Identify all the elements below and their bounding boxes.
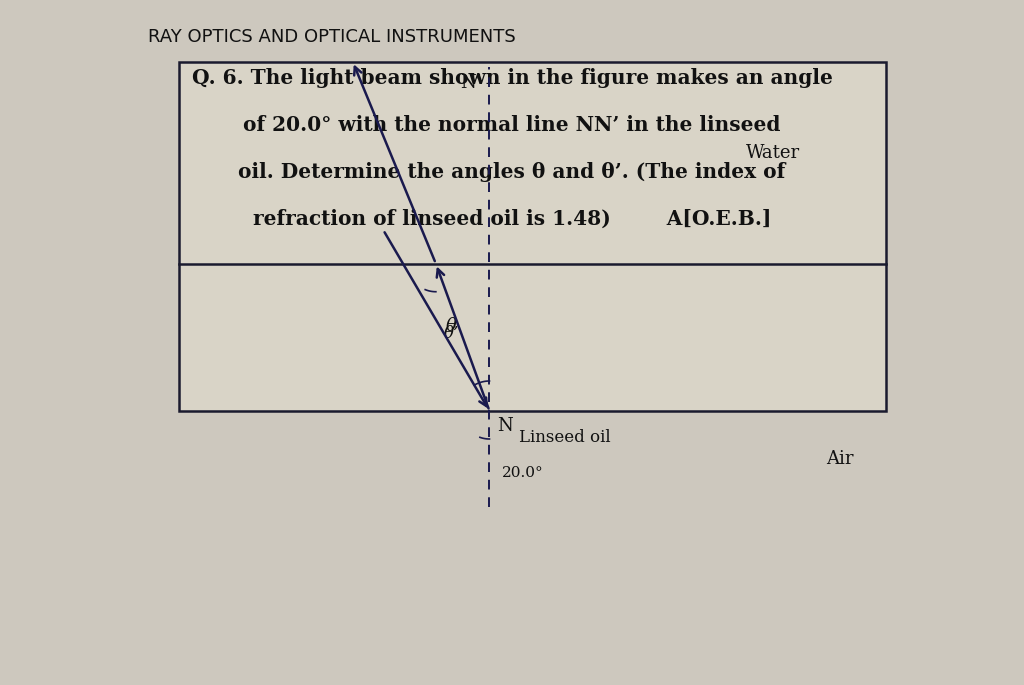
Bar <box>179 62 886 411</box>
Text: Q. 6. The light beam shown in the figure makes an angle: Q. 6. The light beam shown in the figure… <box>191 68 833 88</box>
Text: oil. Determine the angles θ and θ’. (The index of: oil. Determine the angles θ and θ’. (The… <box>239 162 785 182</box>
Text: Air: Air <box>825 450 853 469</box>
Text: Water: Water <box>745 144 800 162</box>
Text: refraction of linseed oil is 1.48)        A[O.E.B.]: refraction of linseed oil is 1.48) A[O.E… <box>253 209 771 229</box>
Text: θ: θ <box>446 317 457 335</box>
Text: θ’: θ’ <box>443 325 459 342</box>
Text: 20.0°: 20.0° <box>502 466 543 480</box>
Text: Linseed oil: Linseed oil <box>519 429 611 446</box>
Text: RAY OPTICS AND OPTICAL INSTRUMENTS: RAY OPTICS AND OPTICAL INSTRUMENTS <box>148 28 516 46</box>
Text: N: N <box>498 417 513 435</box>
Text: of 20.0° with the normal line NN’ in the linseed: of 20.0° with the normal line NN’ in the… <box>244 115 780 135</box>
Text: N’: N’ <box>460 74 481 92</box>
